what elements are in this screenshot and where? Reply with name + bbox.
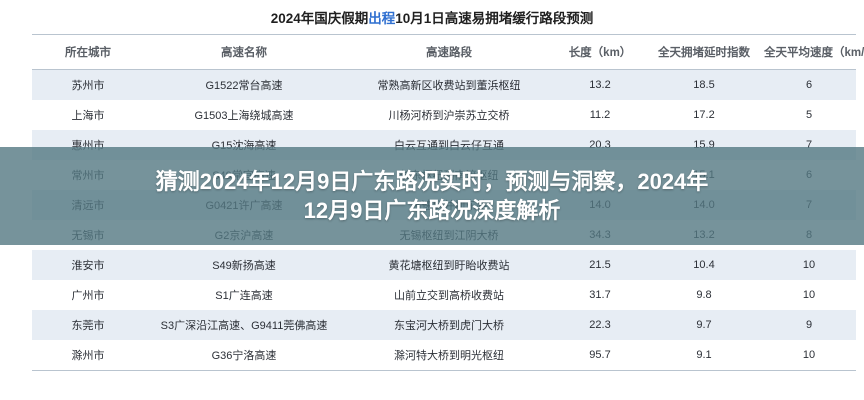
cell-highway: G1522常台高速 xyxy=(144,69,344,100)
cell-segment: 黄花塘枢纽到盱眙收费站 xyxy=(344,250,554,280)
cell-delay-index: 17.2 xyxy=(646,100,762,130)
table-row: 淮安市 S49新扬高速 黄花塘枢纽到盱眙收费站 21.5 10.4 10 xyxy=(32,250,856,280)
cell-avg-speed: 6 xyxy=(762,69,856,100)
cell-avg-speed: 5 xyxy=(762,100,856,130)
cell-city: 东莞市 xyxy=(32,310,144,340)
column-header-city: 所在城市 xyxy=(32,34,144,70)
cell-segment: 山前立交到高桥收费站 xyxy=(344,280,554,310)
column-header-length: 长度（km） xyxy=(554,34,646,70)
cell-avg-speed: 10 xyxy=(762,250,856,280)
cell-delay-index: 18.5 xyxy=(646,69,762,100)
table-row: 滁州市 G36宁洛高速 滁河特大桥到明光枢纽 95.7 9.1 10 xyxy=(32,340,856,371)
cell-highway: S1广连高速 xyxy=(144,280,344,310)
table-row: 广州市 S1广连高速 山前立交到高桥收费站 31.7 9.8 10 xyxy=(32,280,856,310)
article-title-overlay: 猜测2024年12月9日广东路况实时，预测与洞察，2024年 12月9日广东路况… xyxy=(0,147,864,245)
cell-highway: G36宁洛高速 xyxy=(144,340,344,371)
table-row: 上海市 G1503上海绕城高速 川杨河桥到沪崇苏立交桥 11.2 17.2 5 xyxy=(32,100,856,130)
cell-delay-index: 9.8 xyxy=(646,280,762,310)
page-title: 2024年国庆假期出程10月1日高速易拥堵缓行路段预测 xyxy=(271,7,594,27)
cell-segment: 东宝河大桥到虎门大桥 xyxy=(344,310,554,340)
cell-avg-speed: 9 xyxy=(762,310,856,340)
cell-city: 广州市 xyxy=(32,280,144,310)
overlay-headline-line-1: 猜测2024年12月9日广东路况实时，预测与洞察，2024年 xyxy=(155,168,709,194)
cell-city: 淮安市 xyxy=(32,250,144,280)
overlay-headline-line-2: 12月9日广东路况深度解析 xyxy=(303,198,561,223)
column-header-highway: 高速名称 xyxy=(144,34,344,70)
cell-city: 滁州市 xyxy=(32,340,144,371)
cell-delay-index: 9.1 xyxy=(646,340,762,371)
cell-length: 95.7 xyxy=(554,340,646,371)
cell-length: 22.3 xyxy=(554,310,646,340)
table-row: 东莞市 S3广深沿江高速、G9411莞佛高速 东宝河大桥到虎门大桥 22.3 9.7 9 xyxy=(32,310,856,340)
cell-length: 31.7 xyxy=(554,280,646,310)
chart-title-bar: 2024年国庆假期出程10月1日高速易拥堵缓行路段预测 xyxy=(0,0,864,34)
cell-city: 上海市 xyxy=(32,100,144,130)
cell-segment: 川杨河桥到沪崇苏立交桥 xyxy=(344,100,554,130)
cell-highway: S3广深沿江高速、G9411莞佛高速 xyxy=(144,310,344,340)
title-suffix: 10月1日高速易拥堵缓行路段预测 xyxy=(395,11,594,26)
cell-delay-index: 9.7 xyxy=(646,310,762,340)
column-header-segment: 高速路段 xyxy=(344,34,554,70)
table-header-row: 所在城市 高速名称 高速路段 长度（km） 全天拥堵延时指数 全天平均速度（km… xyxy=(32,34,864,70)
title-highlight: 出程 xyxy=(368,11,396,26)
cell-highway: G1503上海绕城高速 xyxy=(144,100,344,130)
cell-length: 11.2 xyxy=(554,100,646,130)
cell-length: 13.2 xyxy=(554,69,646,100)
cell-avg-speed: 10 xyxy=(762,340,856,371)
cell-avg-speed: 10 xyxy=(762,280,856,310)
title-prefix: 2024年国庆假期 xyxy=(270,11,369,26)
table-header: 所在城市 高速名称 高速路段 长度（km） 全天拥堵延时指数 全天平均速度（km… xyxy=(32,34,864,70)
cell-segment: 常熟高新区收费站到董浜枢纽 xyxy=(344,69,554,100)
cell-city: 苏州市 xyxy=(32,69,144,100)
column-header-delay-index: 全天拥堵延时指数 xyxy=(646,34,762,70)
cell-length: 21.5 xyxy=(554,250,646,280)
column-header-avg-speed: 全天平均速度（km/h） xyxy=(762,34,864,70)
table-row: 苏州市 G1522常台高速 常熟高新区收费站到董浜枢纽 13.2 18.5 6 xyxy=(32,69,856,100)
cell-delay-index: 10.4 xyxy=(646,250,762,280)
cell-segment: 滁河特大桥到明光枢纽 xyxy=(344,340,554,371)
cell-highway: S49新扬高速 xyxy=(144,250,344,280)
